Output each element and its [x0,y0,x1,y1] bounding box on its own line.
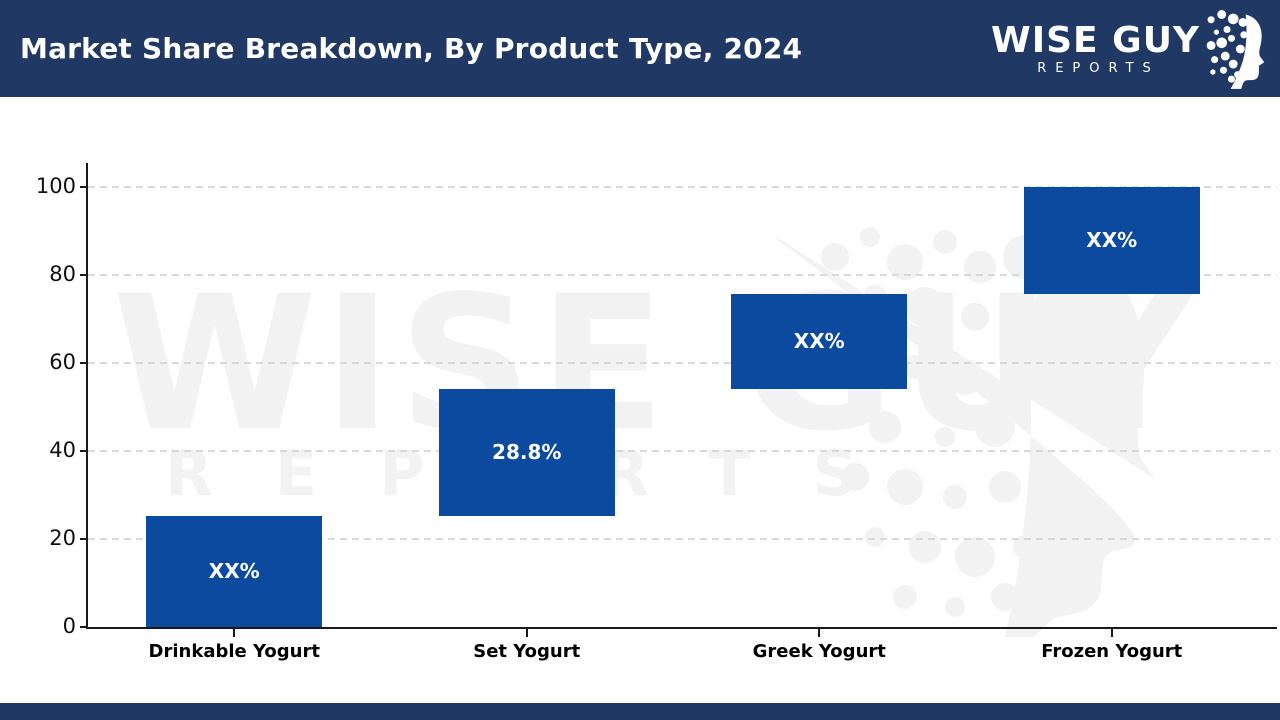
plot-area: 0 20 40 60 80 100 XX% Drinkable Yogurt 28.8% Set … [0,97,1280,703]
y-tick-label: 100 [35,174,76,199]
y-tick-mark [80,362,88,365]
logo-subtitle-text: REPORTS [1037,60,1160,76]
y-tick-label: 80 [49,262,76,287]
y-tick-mark [80,450,88,453]
x-tick-label: Frozen Yogurt [1041,641,1183,662]
footer-bar [0,703,1280,720]
grid-line [88,362,1277,365]
bar-value-label: 28.8% [492,440,562,465]
y-tick-mark [80,274,88,277]
x-tick-label: Drinkable Yogurt [148,641,320,662]
y-tick-label: 40 [49,438,76,463]
grid-line [88,450,1277,453]
y-tick-label: 60 [49,350,76,375]
x-tick-label: Set Yogurt [473,641,581,662]
x-axis-spine [86,627,1277,629]
y-tick-label: 0 [62,614,76,638]
wise-guy-face-icon [1206,10,1265,89]
bar: XX% [1023,187,1200,294]
grid-line [88,538,1277,541]
x-tick-mark [1110,629,1113,637]
x-tick-label: Greek Yogurt [752,641,886,662]
y-tick-mark [80,186,88,189]
wise-guy-logo: WISE GUY REPORTS [991,6,1266,92]
bar: XX% [146,515,323,627]
x-tick-mark [233,629,236,637]
y-axis-spine [86,163,88,629]
y-tick-mark [80,626,88,628]
y-tick-label: 20 [49,526,76,551]
page-title: Market Share Breakdown, By Product Type,… [20,32,803,65]
bar-value-label: XX% [1086,228,1138,253]
bar-value-label: XX% [208,559,260,584]
x-tick-mark [525,629,528,637]
bar-value-label: XX% [793,329,845,354]
logo-wordmark-text: WISE GUY [990,20,1200,62]
y-tick-mark [80,538,88,541]
header-bar: Market Share Breakdown, By Product Type,… [0,0,1280,97]
grid-line [88,186,1277,189]
x-tick-mark [818,629,821,637]
bar: XX% [731,293,908,390]
logo-wordmark: WISE GUY REPORTS [991,22,1200,76]
grid-line [88,274,1277,277]
bar: 28.8% [438,389,615,516]
chart-area: WISE GUY REPORTS 020406080100XX%Drinkabl… [0,97,1280,703]
